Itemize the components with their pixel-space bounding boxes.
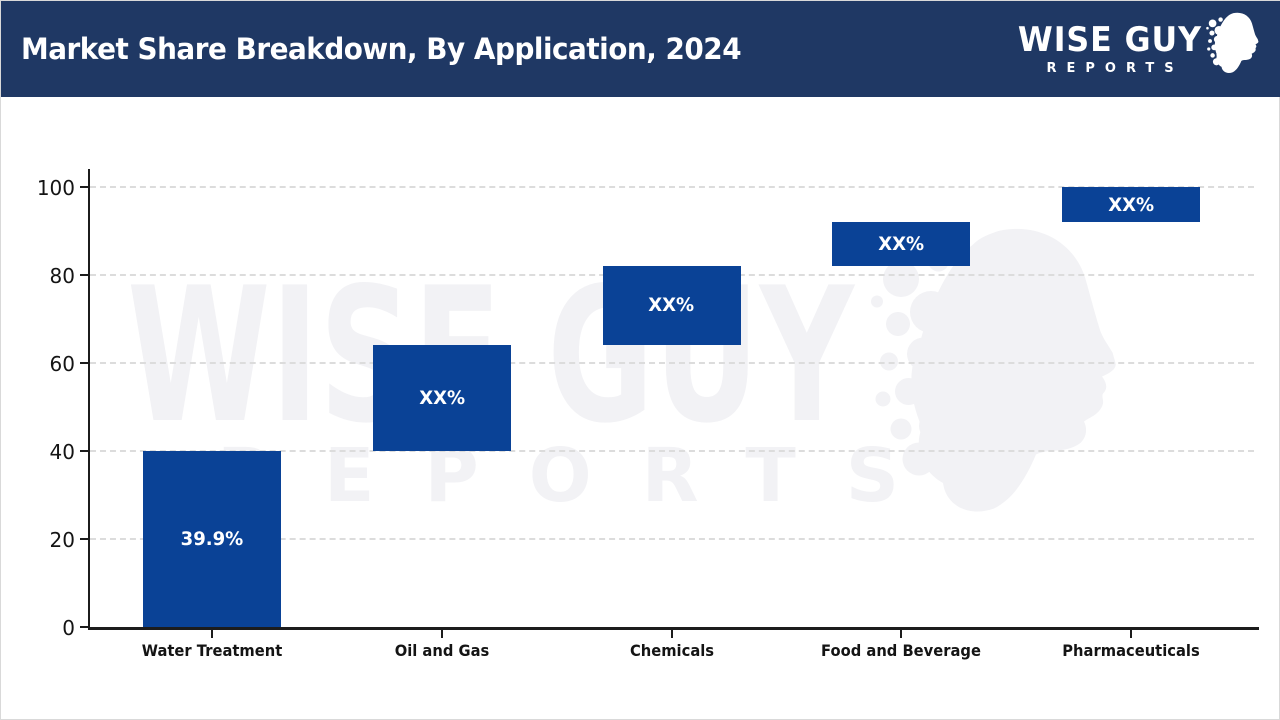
logo-wordmark-line1: WISE GUY [1018,19,1203,60]
gridline [90,538,1254,540]
watermark-head-icon [851,219,1161,583]
x-axis-tick [1130,630,1132,638]
logo-head-icon [1203,6,1267,92]
header-bar: Market Share Breakdown, By Application, … [1,1,1280,97]
x-axis-tick [900,630,903,638]
x-tick-label: Pharmaceuticals [1062,641,1200,660]
bar-value-label: 39.9% [180,528,244,551]
y-axis [88,169,90,630]
x-tick-label: Oil and Gas [394,641,490,660]
gridline [90,450,1254,452]
x-axis-tick [670,630,673,638]
gridline [90,362,1254,364]
y-tick-label: 0 [62,616,75,640]
y-axis-tick [80,626,88,628]
bar: XX% [602,266,741,345]
x-tick-label: Water Treatment [141,641,283,660]
y-tick-label: 40 [49,440,75,464]
logo-wordmark-line2: REPORTS [1046,60,1184,76]
bar: XX% [1062,187,1200,223]
x-tick-label: Chemicals [629,641,714,660]
x-tick-label: Food and Beverage [821,641,982,660]
bar-value-label: XX% [878,233,925,256]
page-title: Market Share Breakdown, By Application, … [21,32,742,66]
bar: XX% [832,222,971,267]
y-tick-label: 60 [49,352,75,376]
y-axis-tick [80,186,88,188]
bar-value-label: XX% [418,386,465,409]
bar: XX% [372,344,511,452]
x-axis [88,627,1259,630]
gridline [90,186,1254,188]
y-tick-label: 80 [49,264,75,288]
x-axis-tick [440,630,443,638]
bar-value-label: XX% [648,294,695,317]
y-tick-label: 100 [36,176,75,200]
bar: 39.9% [143,451,281,627]
y-axis-tick [80,450,88,452]
y-tick-label: 20 [49,528,75,552]
x-axis-tick [211,630,213,638]
y-axis-tick [80,274,88,276]
logo-wordmark: WISE GUY REPORTS [1011,23,1209,76]
y-axis-tick [80,362,88,364]
brand-logo: WISE GUY REPORTS [1011,1,1267,97]
bar-value-label: XX% [1108,193,1154,216]
y-axis-tick [80,538,88,540]
